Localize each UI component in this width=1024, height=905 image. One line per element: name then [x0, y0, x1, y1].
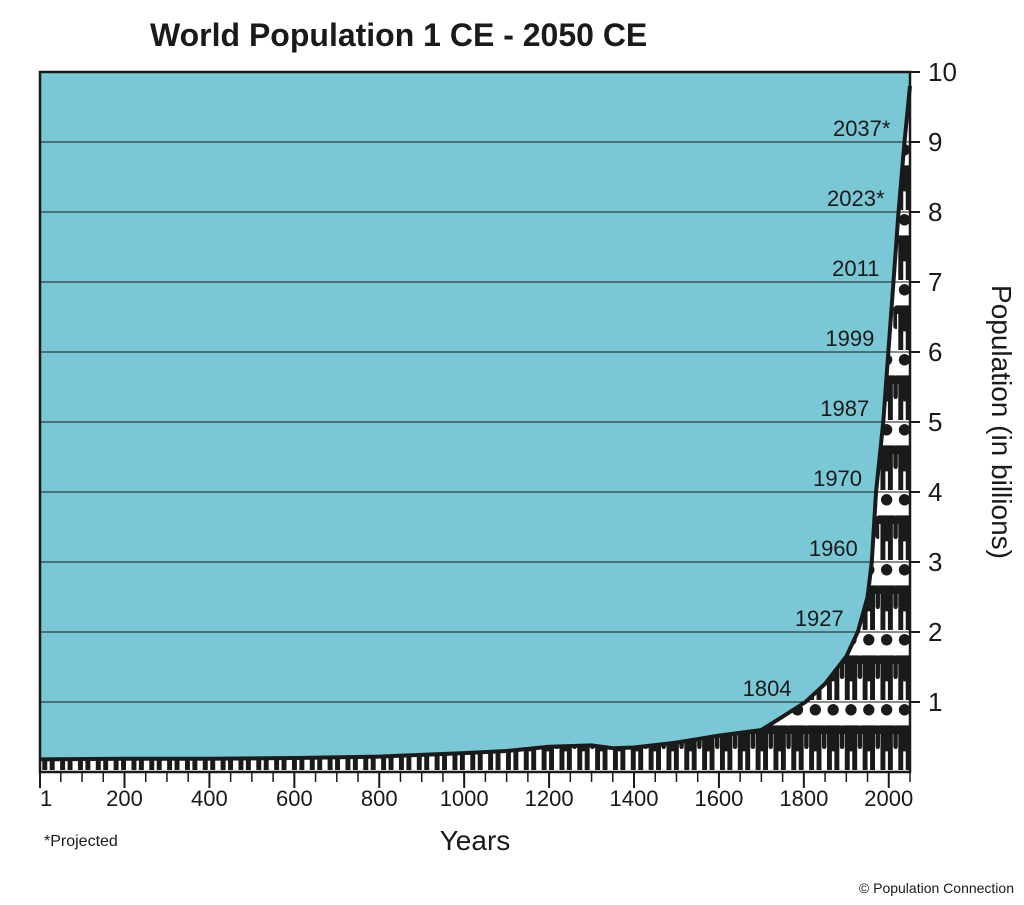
ytick-label: 1	[928, 687, 942, 717]
milestone-label: 1987	[820, 396, 869, 421]
x-axis-label: Years	[440, 825, 511, 856]
xtick-label: 800	[361, 786, 398, 811]
ytick-label: 7	[928, 267, 942, 297]
milestone-label: 2037*	[833, 116, 891, 141]
milestone-label: 1960	[809, 536, 858, 561]
ytick-label: 6	[928, 337, 942, 367]
xtick-label: 1600	[694, 786, 743, 811]
credit: © Population Connection	[859, 880, 1014, 896]
chart-title: World Population 1 CE - 2050 CE	[150, 17, 647, 53]
ytick-label: 3	[928, 547, 942, 577]
population-chart: 1234567891012004006008001000120014001600…	[0, 0, 1024, 905]
ytick-label: 8	[928, 197, 942, 227]
xtick-label: 600	[276, 786, 313, 811]
ytick-label: 4	[928, 477, 942, 507]
milestone-label: 2011	[832, 256, 879, 281]
milestone-label: 1999	[825, 326, 874, 351]
xtick-label: 400	[191, 786, 228, 811]
milestone-label: 1804	[743, 676, 792, 701]
xtick-label: 200	[106, 786, 143, 811]
xtick-label: 1200	[525, 786, 574, 811]
ytick-label: 10	[928, 57, 957, 87]
xtick-label: 1	[40, 786, 52, 811]
xtick-label: 1800	[779, 786, 828, 811]
ytick-label: 5	[928, 407, 942, 437]
y-axis-label: Population (in billions)	[986, 285, 1017, 559]
milestone-label: 1927	[795, 606, 844, 631]
footnote: *Projected	[44, 833, 118, 850]
xtick-label: 2000	[864, 786, 913, 811]
xtick-label: 1400	[610, 786, 659, 811]
ytick-label: 9	[928, 127, 942, 157]
milestone-label: 1970	[813, 466, 862, 491]
milestone-label: 2023*	[827, 186, 885, 211]
xtick-label: 1000	[440, 786, 489, 811]
ytick-label: 2	[928, 617, 942, 647]
